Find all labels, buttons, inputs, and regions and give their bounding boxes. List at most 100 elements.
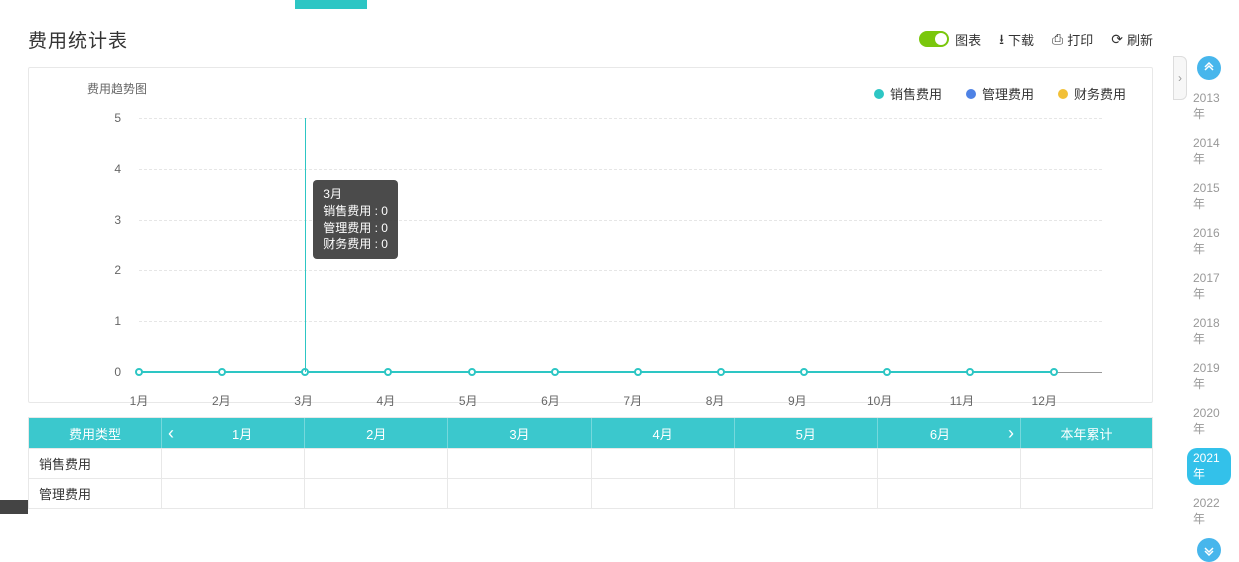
- chart-plot[interactable]: 012345 1月2月3月4月5月6月7月8月9月10月11月12月 3月销售费…: [139, 118, 1112, 372]
- refresh-button[interactable]: ⟳ 刷新: [1111, 30, 1153, 49]
- data-point[interactable]: [218, 368, 226, 376]
- x-tick: 11月: [950, 392, 974, 409]
- corner-decoration: [0, 500, 28, 514]
- y-tick: 4: [114, 162, 121, 176]
- month-label: 6月: [878, 424, 1002, 443]
- table-cell: [734, 478, 877, 508]
- legend-dot: [966, 89, 976, 99]
- grid-line: [139, 270, 1102, 271]
- x-tick: 12月: [1032, 392, 1057, 409]
- table-row: 管理费用: [29, 478, 1152, 508]
- year-option[interactable]: 2018年: [1187, 313, 1231, 350]
- x-tick: 1月: [130, 392, 149, 409]
- table-cell: [877, 448, 1020, 478]
- x-tick: 8月: [706, 392, 725, 409]
- data-point[interactable]: [1050, 368, 1058, 376]
- data-point[interactable]: [634, 368, 642, 376]
- data-point[interactable]: [135, 368, 143, 376]
- data-point[interactable]: [966, 368, 974, 376]
- year-option[interactable]: 2017年: [1187, 268, 1231, 305]
- legend-item[interactable]: 管理费用: [966, 84, 1034, 103]
- y-tick: 5: [114, 111, 121, 125]
- data-point[interactable]: [551, 368, 559, 376]
- y-tick: 1: [114, 314, 121, 328]
- year-option[interactable]: 2016年: [1187, 223, 1231, 260]
- y-tick: 3: [114, 213, 121, 227]
- download-button[interactable]: ⭳ 下载: [999, 30, 1034, 49]
- chart-legend: 销售费用 管理费用 财务费用: [874, 84, 1126, 103]
- print-button[interactable]: ⎙ 打印: [1052, 30, 1093, 49]
- data-point[interactable]: [717, 368, 725, 376]
- download-icon: ⭳: [999, 32, 1004, 46]
- data-point[interactable]: [800, 368, 808, 376]
- drawer-handle[interactable]: ›: [1173, 56, 1187, 100]
- active-tab-indicator: [295, 0, 367, 9]
- table-header-month: 4月: [591, 418, 734, 448]
- year-scroll-up-button[interactable]: [1197, 56, 1221, 80]
- table-cell: [447, 478, 590, 508]
- year-option[interactable]: 2022年: [1187, 493, 1231, 530]
- table-body: 销售费用管理费用: [29, 448, 1152, 508]
- x-tick: 9月: [788, 392, 807, 409]
- grid-line: [139, 169, 1102, 170]
- toolbar: 图表 ⭳ 下载 ⎙ 打印 ⟳ 刷新: [919, 30, 1153, 49]
- table-header: 费用类型‹1月2月3月4月5月6月›本年累计: [29, 418, 1152, 448]
- table-header-month: 3月: [447, 418, 590, 448]
- data-point[interactable]: [384, 368, 392, 376]
- table-header-month: ‹1月: [161, 418, 304, 448]
- grid-line: [139, 321, 1102, 322]
- x-tick: 6月: [541, 392, 560, 409]
- hover-vertical-line: [305, 118, 306, 372]
- x-tick: 10月: [867, 392, 892, 409]
- year-option[interactable]: 2014年: [1187, 133, 1231, 170]
- y-tick: 0: [114, 365, 121, 379]
- chart-panel: 费用趋势图 销售费用管理费用财务费用 012345 1月2月3月4月5月6月7月…: [28, 67, 1153, 403]
- year-option[interactable]: 2020年: [1187, 403, 1231, 440]
- refresh-label: 刷新: [1127, 30, 1153, 49]
- x-tick: 5月: [459, 392, 478, 409]
- table-header-month: 6月›: [877, 418, 1020, 448]
- tooltip-row: 销售费用 : 0: [323, 203, 388, 220]
- year-sidebar: 2013年 2014年 2015年 2016年 2017年 2018年 2019年 2020年…: [1187, 56, 1231, 562]
- legend-item[interactable]: 财务费用: [1058, 84, 1126, 103]
- tooltip-row: 管理费用 : 0: [323, 220, 388, 237]
- row-total: [1020, 448, 1152, 478]
- row-total: [1020, 478, 1152, 508]
- data-point[interactable]: [883, 368, 891, 376]
- prev-months-button[interactable]: ‹: [162, 423, 180, 444]
- year-option[interactable]: 2015年: [1187, 178, 1231, 215]
- row-type: 销售费用: [29, 448, 161, 478]
- table-cell: [304, 448, 447, 478]
- download-label: 下载: [1008, 30, 1034, 49]
- chart-toggle[interactable]: 图表: [919, 30, 981, 49]
- expense-table: 费用类型‹1月2月3月4月5月6月›本年累计 销售费用管理费用: [28, 417, 1153, 509]
- next-months-button[interactable]: ›: [1002, 423, 1020, 444]
- titlebar: 费用统计表 图表 ⭳ 下载 ⎙ 打印 ⟳ 刷新: [28, 15, 1153, 63]
- year-scroll-down-button[interactable]: [1197, 538, 1221, 562]
- legend-label: 管理费用: [982, 84, 1034, 103]
- print-label: 打印: [1067, 30, 1093, 49]
- legend-label: 销售费用: [890, 84, 942, 103]
- table-cell: [591, 448, 734, 478]
- tooltip-row: 财务费用 : 0: [323, 236, 388, 253]
- grid-line: [139, 118, 1102, 119]
- table-cell: [734, 448, 877, 478]
- grid-line: [139, 220, 1102, 221]
- table-cell: [304, 478, 447, 508]
- x-tick: 4月: [377, 392, 396, 409]
- month-label: 1月: [180, 424, 304, 443]
- year-option[interactable]: 2021年: [1187, 448, 1231, 485]
- table-header-type: 费用类型: [29, 418, 161, 448]
- data-point[interactable]: [468, 368, 476, 376]
- chart-toggle-label: 图表: [955, 30, 981, 49]
- toggle-switch[interactable]: [919, 31, 949, 47]
- legend-item[interactable]: 销售费用: [874, 84, 942, 103]
- year-option[interactable]: 2013年: [1187, 88, 1231, 125]
- tab-strip: [0, 0, 1239, 9]
- tooltip-title: 3月: [323, 186, 388, 203]
- print-icon: ⎙: [1052, 32, 1063, 46]
- year-option[interactable]: 2019年: [1187, 358, 1231, 395]
- y-tick: 2: [114, 263, 121, 277]
- table-cell: [447, 448, 590, 478]
- x-tick: 2月: [212, 392, 231, 409]
